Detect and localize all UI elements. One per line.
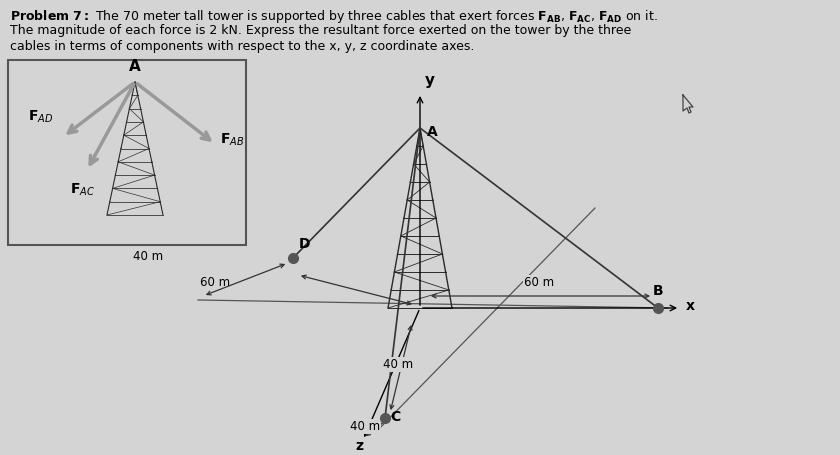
- Text: A: A: [129, 59, 141, 74]
- Text: $\mathbf{Problem\ 7:}$ The 70 meter tall tower is supported by three cables that: $\mathbf{Problem\ 7:}$ The 70 meter tall…: [10, 8, 658, 25]
- Text: $\mathbf{F}_{AC}$: $\mathbf{F}_{AC}$: [71, 182, 96, 198]
- Text: $\mathbf{F}_{AB}$: $\mathbf{F}_{AB}$: [220, 132, 244, 148]
- Text: 40 m: 40 m: [383, 358, 413, 371]
- Text: 40 m: 40 m: [133, 251, 163, 263]
- Text: x: x: [686, 299, 695, 313]
- Text: C: C: [390, 410, 400, 424]
- Text: cables in terms of components with respect to the x, y, z coordinate axes.: cables in terms of components with respe…: [10, 40, 475, 53]
- Text: B: B: [653, 284, 664, 298]
- Text: 40 m: 40 m: [350, 420, 380, 433]
- Bar: [8, 60, 246, 245]
- Text: 60 m: 60 m: [200, 275, 230, 288]
- Text: The magnitude of each force is 2 kN. Express the resultant force exerted on the : The magnitude of each force is 2 kN. Exp…: [10, 24, 631, 37]
- Text: A: A: [427, 125, 438, 139]
- Text: D: D: [299, 237, 311, 251]
- Text: 60 m: 60 m: [524, 276, 554, 289]
- Text: z: z: [355, 439, 363, 453]
- Text: y: y: [425, 73, 435, 88]
- Text: $\mathbf{F}_{AD}$: $\mathbf{F}_{AD}$: [28, 109, 53, 125]
